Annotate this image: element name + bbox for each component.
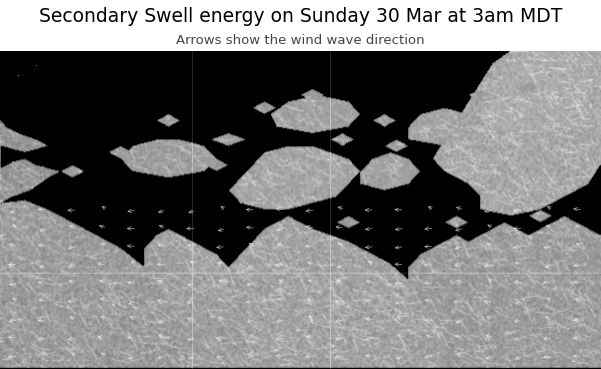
Text: Arrows show the wind wave direction: Arrows show the wind wave direction xyxy=(176,34,425,47)
Text: Secondary Swell energy on Sunday 30 Mar at 3am MDT: Secondary Swell energy on Sunday 30 Mar … xyxy=(39,7,562,26)
